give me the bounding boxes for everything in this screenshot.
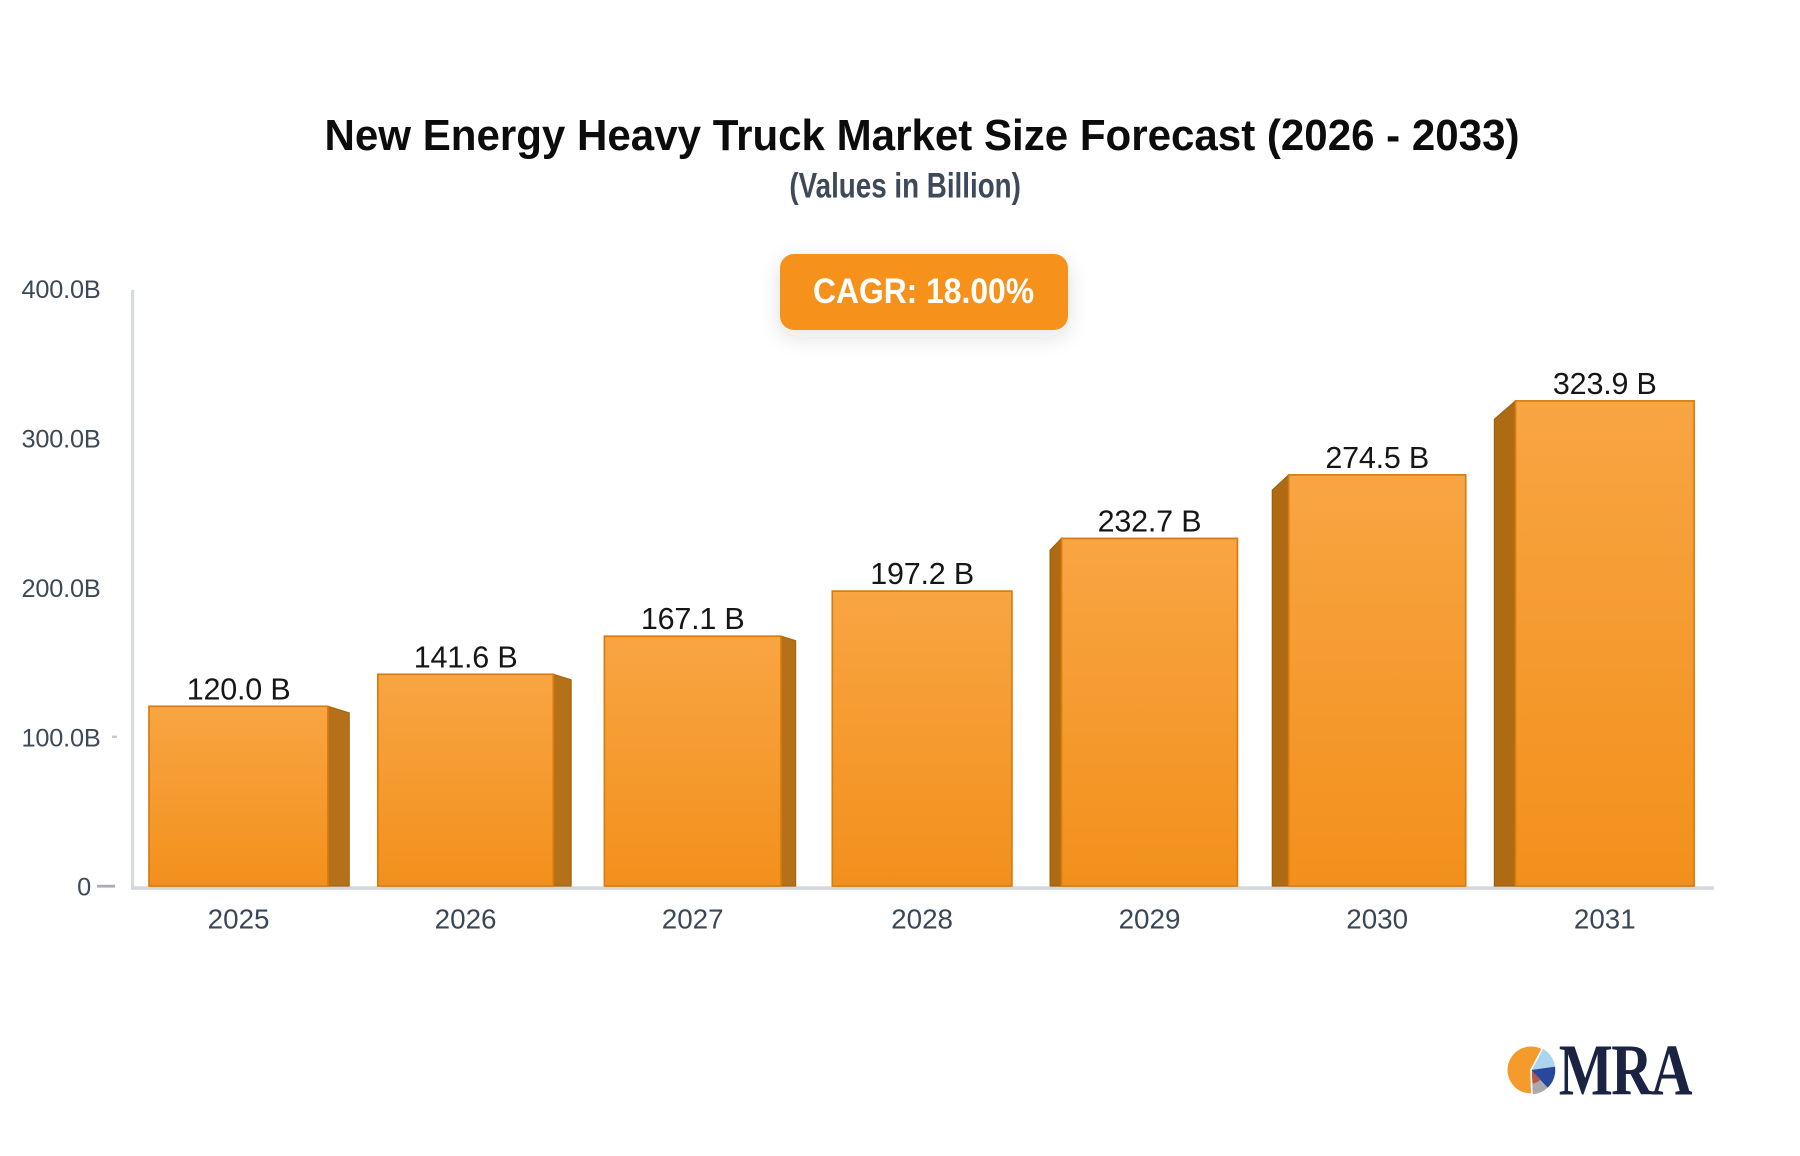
svg-text:120.0 B: 120.0 B [187,672,291,706]
svg-text:(Values in Billion): (Values in Billion) [789,167,1021,206]
svg-text:New Energy Heavy Truck Market: New Energy Heavy Truck Market Size Forec… [325,112,1520,160]
svg-text:2027: 2027 [662,903,724,934]
svg-text:100.0B: 100.0B [22,724,101,752]
svg-text:0: 0 [77,874,91,902]
svg-text:MRA: MRA [1559,1030,1693,1111]
svg-text:197.2 B: 197.2 B [870,557,974,591]
svg-text:274.5 B: 274.5 B [1325,441,1429,475]
svg-text:2025: 2025 [208,903,270,934]
svg-text:200.0B: 200.0B [22,575,101,603]
svg-text:323.9 B: 323.9 B [1553,367,1657,401]
svg-text:2029: 2029 [1119,903,1181,934]
svg-text:2030: 2030 [1346,903,1408,934]
svg-text:2026: 2026 [435,903,497,934]
svg-text:400.0B: 400.0B [22,276,101,304]
svg-text:CAGR: 18.00%: CAGR: 18.00% [813,272,1034,311]
svg-text:167.1 B: 167.1 B [641,602,745,636]
svg-text:2028: 2028 [891,903,953,934]
svg-text:141.6 B: 141.6 B [414,640,518,674]
svg-text:232.7 B: 232.7 B [1098,504,1202,538]
svg-text:300.0B: 300.0B [22,426,101,454]
svg-text:2031: 2031 [1574,903,1636,934]
